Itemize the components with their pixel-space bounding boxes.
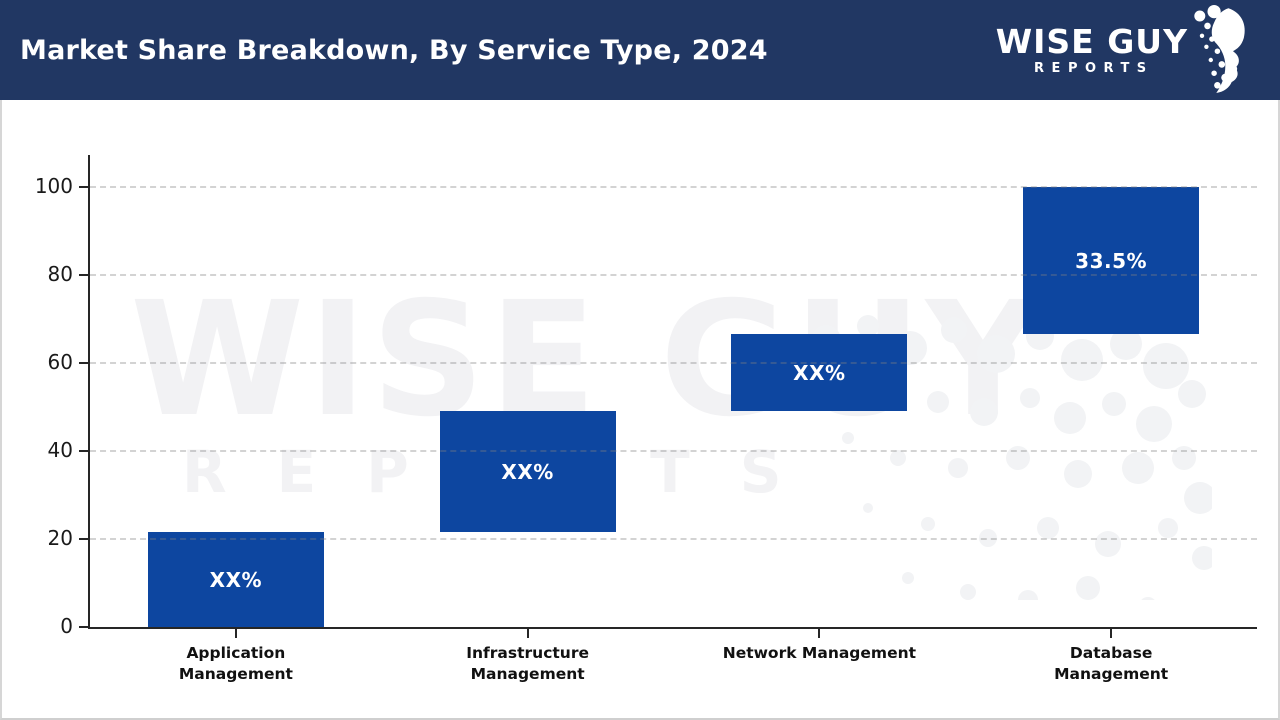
bar-value-label-3: XX% [793,360,846,385]
y-tick-40 [79,450,88,452]
x-category-label-2: Infrastructure Management [398,643,658,685]
page-title: Market Share Breakdown, By Service Type,… [20,34,768,66]
bar-value-label-2: XX% [501,459,554,484]
y-tick-label-40: 40 [47,438,73,462]
y-tick-label-20: 20 [47,526,73,550]
gridline-100 [90,186,1257,188]
bar-4 [1023,187,1200,335]
y-tick-80 [79,274,88,276]
x-category-label-line: Management [1054,665,1169,683]
bar-value-label-4: 33.5% [1075,248,1148,273]
gridline-80 [90,274,1257,276]
gridline-40 [90,450,1257,452]
x-tick-2 [526,629,529,638]
bar-2 [439,411,616,533]
y-tick-60 [79,362,88,364]
x-tick-3 [818,629,821,638]
y-tick-0 [79,626,88,628]
wise-guy-logo: WISE GUY REPORTS [995,5,1280,93]
x-category-label-4: Database Management [981,643,1241,685]
bar-1 [147,532,324,627]
logo-subtext: REPORTS [1034,60,1154,76]
bar-value-label-1: XX% [209,567,263,592]
y-tick-label-0: 0 [60,614,73,638]
logo-face-icon [1194,5,1245,93]
x-category-label-line: Network Management [722,644,917,662]
bar-3 [731,334,908,412]
y-tick-label-100: 100 [34,174,73,198]
y-tick-100 [79,186,88,188]
x-category-label-line: Management [470,665,585,683]
y-axis-line [88,155,90,629]
y-tick-label-60: 60 [47,350,73,374]
logo-wordmark: WISE GUY [995,21,1188,61]
logo-text: WISE GUY REPORTS [995,21,1188,76]
x-category-label-line: Infrastructure [466,644,589,662]
x-category-label-line: Application [186,644,286,662]
x-category-label-line: Management [178,665,293,683]
chart-area: WISE GUY REPORTS 020406080100XX%Applicat… [0,100,1280,720]
x-category-label-1: Application Management [106,643,366,685]
gridline-20 [90,538,1257,540]
y-tick-label-80: 80 [47,262,73,286]
x-tick-1 [234,629,237,638]
header-bar: Market Share Breakdown, By Service Type,… [0,0,1280,100]
x-axis-line [88,627,1257,629]
x-category-label-line: Database [1069,644,1153,662]
x-category-label-3: Network Management [689,643,949,664]
x-tick-4 [1110,629,1113,638]
y-tick-20 [79,538,88,540]
gridline-60 [90,362,1257,364]
